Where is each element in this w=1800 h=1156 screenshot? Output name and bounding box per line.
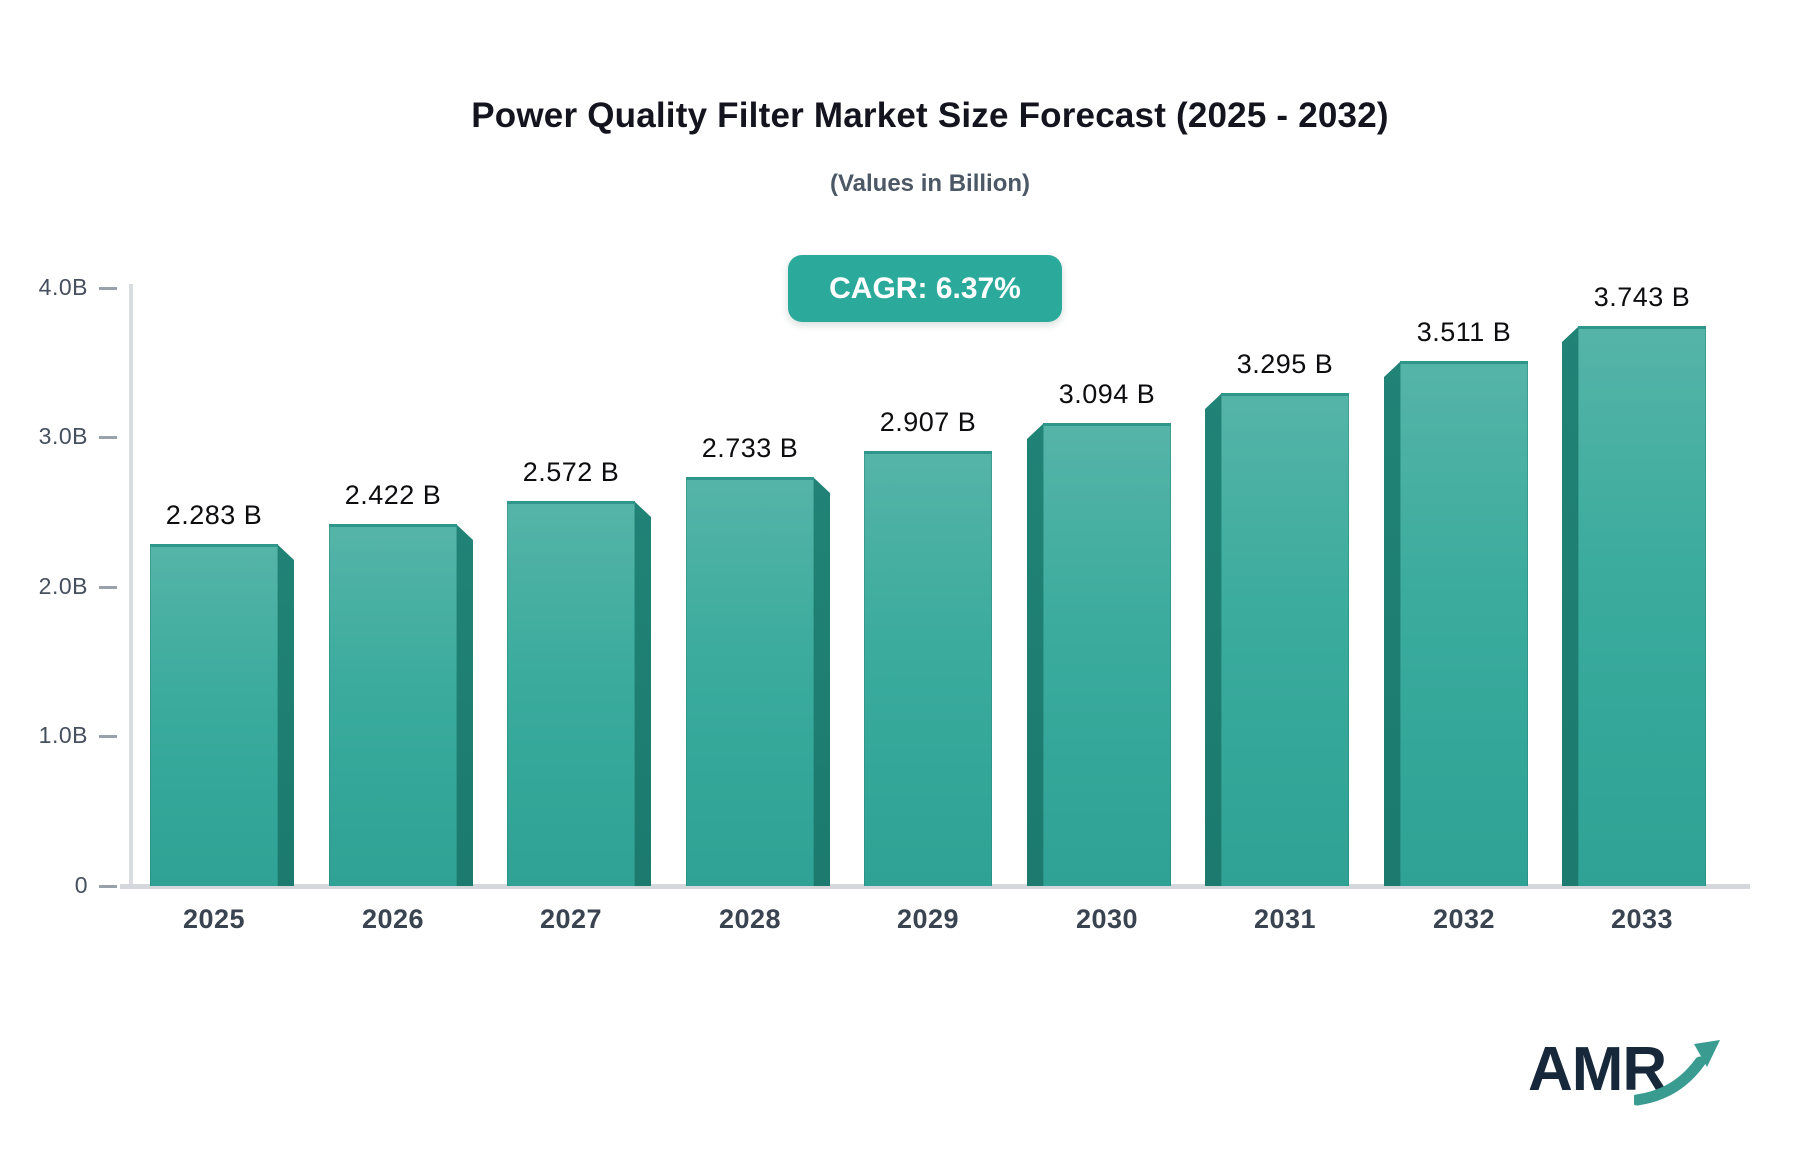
x-axis-label: 2033 xyxy=(1610,904,1674,934)
y-tick-label: 3.0B xyxy=(38,423,88,449)
bar[interactable] xyxy=(150,544,278,886)
bar-value-label: 2.283 B xyxy=(165,500,263,530)
bar-side-face xyxy=(813,477,830,886)
x-axis-label: 2026 xyxy=(361,904,425,934)
bar-value-label: 2.907 B xyxy=(879,407,977,437)
bar-side-face xyxy=(277,544,294,886)
y-tick-mark xyxy=(99,885,117,888)
x-axis-label: 2032 xyxy=(1432,904,1496,934)
bar[interactable] xyxy=(329,524,457,886)
bar-side-face xyxy=(1027,423,1044,886)
cagr-badge: CAGR: 6.37% xyxy=(788,255,1062,322)
y-tick-mark xyxy=(99,586,117,589)
x-axis-label: 2030 xyxy=(1075,904,1139,934)
x-axis-label: 2025 xyxy=(182,904,246,934)
y-tick-mark xyxy=(99,735,117,738)
bar[interactable] xyxy=(1578,326,1706,886)
x-axis-label: 2028 xyxy=(718,904,782,934)
bar-value-label: 2.733 B xyxy=(701,433,799,463)
bar-side-face xyxy=(634,501,651,886)
bar[interactable] xyxy=(1221,393,1349,886)
bar[interactable] xyxy=(1043,423,1171,886)
cagr-badge-label: CAGR: 6.37% xyxy=(829,271,1021,305)
y-tick-mark xyxy=(99,436,117,439)
bar-side-face xyxy=(1562,326,1579,886)
brand-logo: AMR xyxy=(1528,1028,1728,1112)
x-axis-label: 2029 xyxy=(896,904,960,934)
growth-arrow-icon xyxy=(1634,1040,1720,1106)
bar-side-face xyxy=(1384,361,1401,886)
y-tick-mark xyxy=(99,287,117,290)
y-tick-label: 4.0B xyxy=(38,274,88,300)
bar[interactable] xyxy=(686,477,814,886)
x-axis-label: 2027 xyxy=(539,904,603,934)
bar-value-label: 3.295 B xyxy=(1236,349,1334,379)
bar[interactable] xyxy=(507,501,635,886)
bar-side-face xyxy=(1205,393,1222,886)
chart-subtitle: (Values in Billion) xyxy=(829,170,1031,197)
bar-value-label: 2.572 B xyxy=(522,457,620,487)
x-axis-line xyxy=(120,884,1750,889)
bar[interactable] xyxy=(864,451,992,886)
y-tick-label: 0 xyxy=(74,872,88,898)
bar-value-label: 3.094 B xyxy=(1058,379,1156,409)
bar-value-label: 3.511 B xyxy=(1416,317,1512,347)
bar-value-label: 2.422 B xyxy=(344,480,442,510)
brand-logo-text: AMR xyxy=(1528,1035,1667,1104)
bar[interactable] xyxy=(1400,361,1528,886)
y-tick-label: 2.0B xyxy=(38,573,88,599)
y-tick-label: 1.0B xyxy=(38,722,88,748)
bar-value-label: 3.743 B xyxy=(1593,282,1691,312)
y-axis-line xyxy=(129,284,133,888)
chart-title: Power Quality Filter Market Size Forecas… xyxy=(471,96,1389,135)
bar-side-face xyxy=(456,524,473,886)
x-axis-label: 2031 xyxy=(1253,904,1317,934)
